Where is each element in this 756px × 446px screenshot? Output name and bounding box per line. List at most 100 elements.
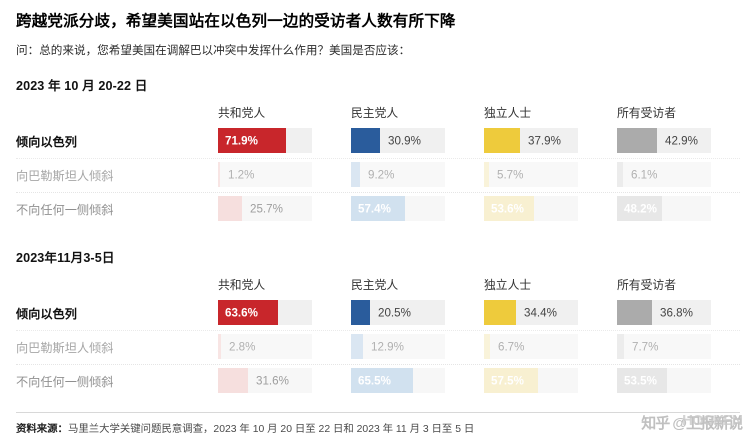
bar-fill [484,196,534,222]
bar-track: 25.7% [218,196,312,222]
column-header-cell: 民主党人 [351,276,484,296]
bar-fill [484,334,490,360]
footer-divider [16,411,740,413]
bar-value-label: 7.7% [632,340,659,354]
bar-track: 57.4% [351,196,445,222]
bar-cell: 36.8% [617,300,750,326]
bar-cell: 1.2% [218,162,351,188]
bar-value-label: 34.4% [524,306,557,320]
bar-track: 57.5% [484,368,578,394]
bar-value-label: 9.2% [368,168,395,182]
bar-value-label: 6.7% [498,340,525,354]
bar-cell: 57.4% [351,196,484,222]
bar-row-label: 不向任何一侧倾斜 [16,202,114,217]
bar-track: 53.5% [617,368,711,394]
column-header-all: 所有受访者 [617,277,676,292]
bar-fill [218,334,221,360]
question-subtitle: 问：总的来说，您希望美国在调解巴以冲突中发挥什么作用？美国是否应该： [16,43,411,57]
bar-fill [617,162,623,188]
bar-cell: 2.8% [218,334,351,360]
bar-track: 65.5% [351,368,445,394]
bar-track: 71.9% [218,128,312,154]
bar-value-label: 6.1% [631,168,658,182]
column-header-cell: 民主党人 [351,104,484,124]
panel-title-november: 2023年11月3-5日 [16,250,115,265]
bar-track: 6.7% [484,334,578,360]
bar-value-label: 20.5% [378,306,411,320]
bar-fill [218,128,286,154]
row-separator [16,363,740,365]
bar-row: 不向任何一侧倾斜 31.6% 65.5% 57.5% 53.5% [16,363,740,398]
column-header-all: 所有受访者 [617,105,676,120]
watermark-back: HOOKEN [682,412,743,429]
bar-value-label: 25.7% [250,202,283,216]
bar-cell: 12.9% [351,334,484,360]
bar-cell: 7.7% [617,334,750,360]
bar-value-label: 48.2% [624,202,657,216]
bar-track: 48.2% [617,196,711,222]
bar-value-label: 37.9% [528,134,561,148]
bar-cell: 63.6% [218,300,351,326]
bar-fill [351,368,413,394]
bar-track: 42.9% [617,128,711,154]
bar-fill [351,300,370,326]
bar-cell: 5.7% [484,162,617,188]
bar-value-label: 12.9% [371,340,404,354]
bar-value-label: 1.2% [228,168,255,182]
bar-track: 36.8% [617,300,711,326]
column-header-cell: 独立人士 [484,104,617,124]
bar-fill [351,196,405,222]
bar-fill [484,300,516,326]
bar-value-label: 36.8% [660,306,693,320]
bar-fill [617,334,624,360]
bar-fill [351,334,363,360]
bar-cell: 37.9% [484,128,617,154]
bar-fill [351,128,380,154]
column-header-democrat: 民主党人 [351,105,399,120]
bar-cell: 57.5% [484,368,617,394]
column-header-independent: 独立人士 [484,105,532,120]
bar-fill [218,162,220,188]
bar-track: 53.6% [484,196,578,222]
bar-cell: 25.7% [218,196,351,222]
bar-track: 7.7% [617,334,711,360]
bar-fill [218,368,248,394]
bar-value-label: 53.5% [624,374,657,388]
bar-row: 不向任何一侧倾斜 25.7% 57.4% 53.6% 48.2% [16,191,740,226]
bar-cell: 30.9% [351,128,484,154]
bar-fill [484,368,538,394]
bar-cell: 6.7% [484,334,617,360]
bar-fill [617,300,652,326]
bar-fill [617,128,657,154]
bars-october: 倾向以色列 71.9% 30.9% 37.9% 42.9% 向巴勒斯坦人倾斜 1.2% 9.2… [16,124,740,226]
column-header-democrat: 民主党人 [351,277,399,292]
column-header-cell: 独立人士 [484,276,617,296]
bar-cell: 20.5% [351,300,484,326]
bar-row-label: 不向任何一侧倾斜 [16,374,114,389]
bar-value-label: 30.9% [388,134,421,148]
bar-row: 倾向以色列 63.6% 20.5% 34.4% 36.8% [16,296,740,330]
column-header-cell: 所有受访者 [617,276,750,296]
bar-value-label: 63.6% [225,306,258,320]
bar-track: 1.2% [218,162,312,188]
bar-fill [484,162,489,188]
watermark-front: 知乎 @卫报新说 [641,415,743,432]
bar-fill [617,196,662,222]
bar-fill [218,300,278,326]
bar-value-label: 31.6% [256,374,289,388]
bar-value-label: 57.4% [358,202,391,216]
bar-row-label: 倾向以色列 [16,306,77,321]
bar-cell: 53.6% [484,196,617,222]
bar-track: 31.6% [218,368,312,394]
row-separator [16,157,740,159]
bar-row: 向巴勒斯坦人倾斜 2.8% 12.9% 6.7% 7.7% [16,329,740,364]
column-header-row-october: 共和党人 民主党人 独立人士 所有受访者 [16,104,740,124]
bar-row: 向巴勒斯坦人倾斜 1.2% 9.2% 5.7% 6.1% [16,157,740,192]
column-header-independent: 独立人士 [484,277,532,292]
bar-track: 9.2% [351,162,445,188]
bar-cell: 65.5% [351,368,484,394]
bar-cell: 48.2% [617,196,750,222]
bar-track: 63.6% [218,300,312,326]
row-separator [16,329,740,331]
